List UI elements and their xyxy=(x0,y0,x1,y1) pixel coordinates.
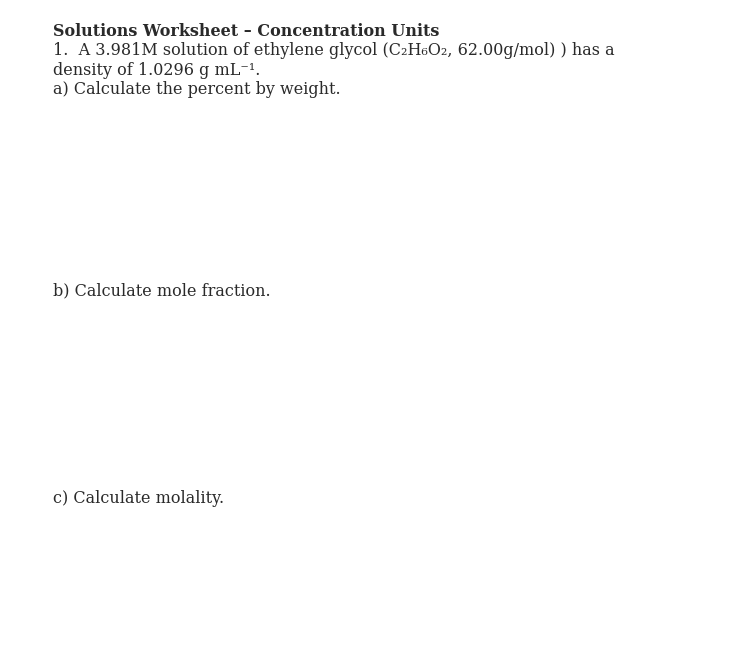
Text: 1.  A 3.981M solution of ethylene glycol (C₂H₆O₂, 62.00g/mol) ) has a: 1. A 3.981M solution of ethylene glycol … xyxy=(53,42,614,59)
Text: Solutions Worksheet – Concentration Units: Solutions Worksheet – Concentration Unit… xyxy=(53,23,439,40)
Text: a) Calculate the percent by weight.: a) Calculate the percent by weight. xyxy=(53,81,340,98)
Text: b) Calculate mole fraction.: b) Calculate mole fraction. xyxy=(53,282,270,299)
Text: density of 1.0296 g mL⁻¹.: density of 1.0296 g mL⁻¹. xyxy=(53,62,260,79)
Text: c) Calculate molality.: c) Calculate molality. xyxy=(53,490,224,507)
